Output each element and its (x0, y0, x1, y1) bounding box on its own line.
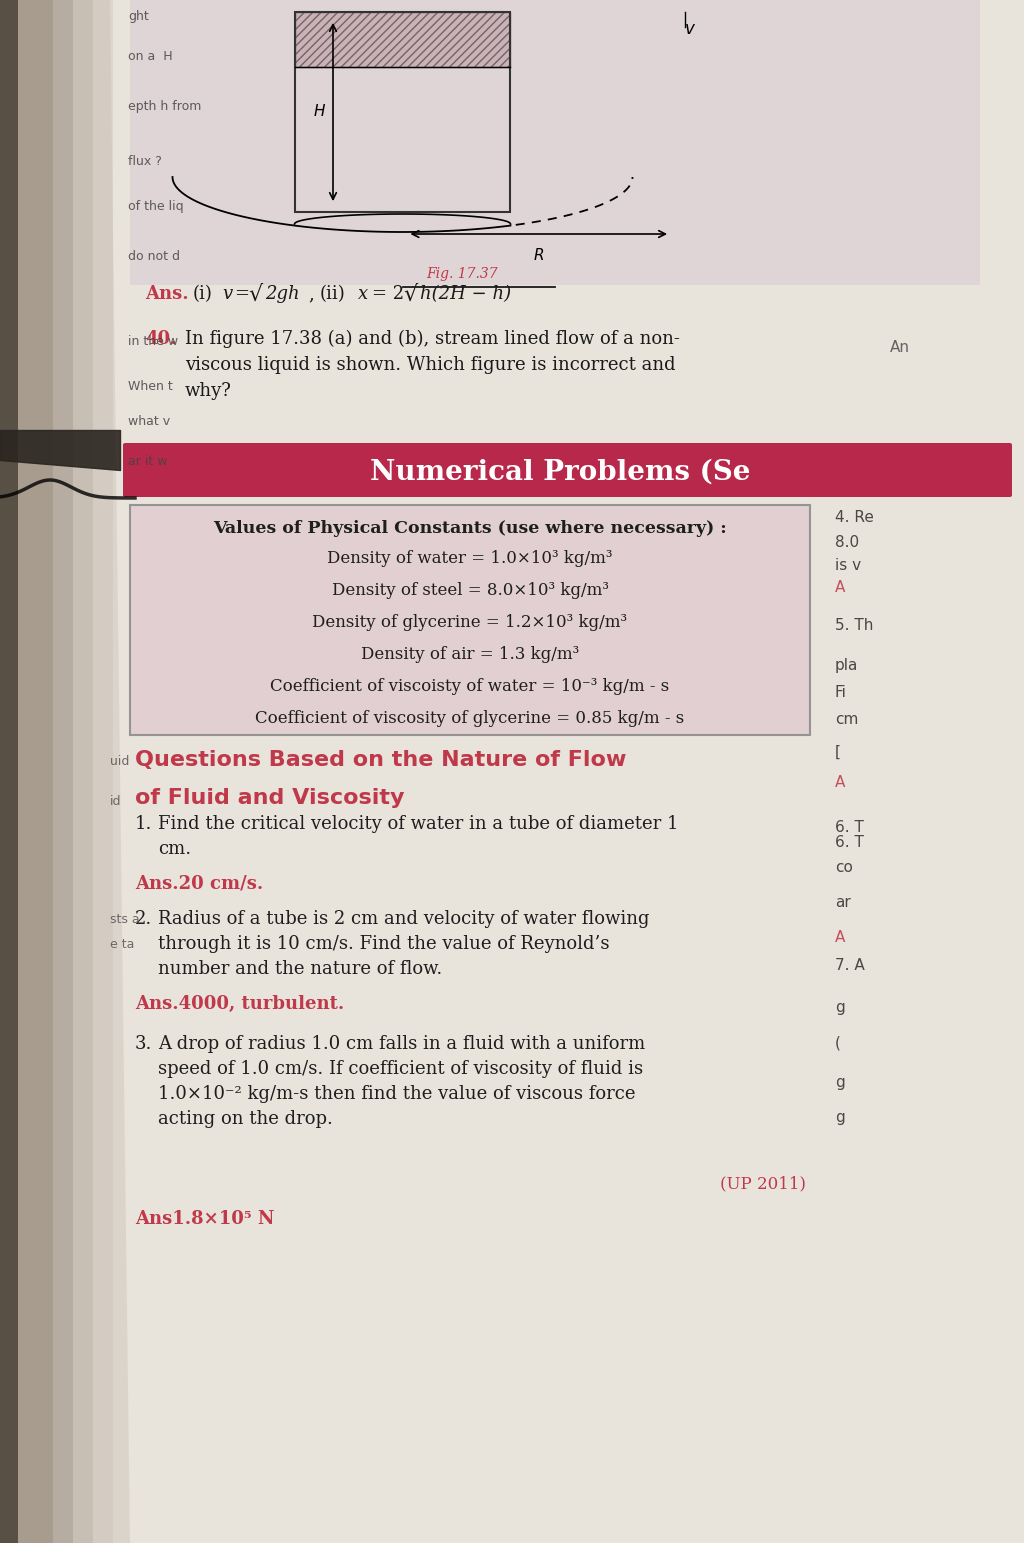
Text: of the liq: of the liq (128, 201, 183, 213)
Text: A: A (835, 775, 846, 790)
Text: When t: When t (128, 380, 173, 393)
Text: Density of glycerine = 1.2×10³ kg/m³: Density of glycerine = 1.2×10³ kg/m³ (312, 614, 628, 631)
Text: 2gh: 2gh (265, 285, 300, 302)
Text: H: H (313, 105, 325, 119)
Bar (130, 0, 980, 285)
Text: g: g (835, 1109, 845, 1125)
Text: An: An (890, 339, 910, 355)
Text: (i): (i) (193, 285, 213, 302)
Text: Questions Based on the Nature of Flow: Questions Based on the Nature of Flow (135, 750, 627, 770)
Text: 2.: 2. (135, 910, 153, 927)
FancyBboxPatch shape (123, 443, 1012, 497)
Text: 1.: 1. (135, 815, 153, 833)
Text: Values of Physical Constants (use where necessary) :: Values of Physical Constants (use where … (213, 520, 727, 537)
Text: uid: uid (110, 755, 129, 768)
Text: sts a: sts a (110, 913, 139, 926)
Text: Ans.: Ans. (145, 285, 188, 302)
Text: of Fluid and Viscosity: of Fluid and Viscosity (135, 788, 404, 809)
Bar (295, 12, 510, 211)
Text: 5. Th: 5. Th (835, 619, 873, 633)
Text: x: x (358, 285, 368, 302)
Text: epth h from: epth h from (128, 100, 202, 113)
Text: (: ( (835, 1035, 841, 1049)
Text: Ans.20 cm/s.: Ans.20 cm/s. (135, 875, 263, 893)
Text: 4. Re: 4. Re (835, 511, 873, 525)
Text: do not d: do not d (128, 250, 180, 262)
Text: ,: , (308, 285, 313, 302)
Text: A drop of radius 1.0 cm falls in a fluid with a uniform
speed of 1.0 cm/s. If co: A drop of radius 1.0 cm falls in a fluid… (158, 1035, 645, 1128)
Text: 6. T: 6. T (835, 835, 864, 850)
Text: h(2H − h): h(2H − h) (420, 285, 511, 302)
Bar (18, 0, 113, 1543)
Text: 7. A: 7. A (835, 958, 864, 974)
Text: Coefficient of viscoisty of water = 10⁻³ kg/m - s: Coefficient of viscoisty of water = 10⁻³… (270, 677, 670, 694)
Bar (130, 444, 1010, 495)
Text: [: [ (835, 745, 841, 761)
Text: A: A (835, 930, 846, 944)
Text: Density of air = 1.3 kg/m³: Density of air = 1.3 kg/m³ (360, 647, 580, 663)
Text: ght: ght (128, 9, 148, 23)
Text: v: v (222, 285, 232, 302)
Text: Radius of a tube is 2 cm and velocity of water flowing
through it is 10 cm/s. Fi: Radius of a tube is 2 cm and velocity of… (158, 910, 649, 978)
Text: in the w: in the w (128, 335, 178, 349)
Text: Ans1.8×10⁵ N: Ans1.8×10⁵ N (135, 1210, 274, 1228)
Bar (18, 0, 73, 1543)
Text: In figure 17.38 (a) and (b), stream lined flow of a non-
viscous liquid is shown: In figure 17.38 (a) and (b), stream line… (185, 330, 680, 400)
Text: (ii): (ii) (319, 285, 346, 302)
Text: flux ?: flux ? (128, 154, 162, 168)
Text: g: g (835, 1000, 845, 1015)
Text: =: = (234, 285, 249, 302)
Text: ar it w: ar it w (128, 455, 168, 468)
Polygon shape (18, 0, 130, 1543)
Text: id: id (110, 795, 122, 809)
Text: R: R (534, 248, 544, 262)
Text: cm: cm (835, 711, 858, 727)
Text: (UP 2011): (UP 2011) (720, 1176, 806, 1193)
Text: Find the critical velocity of water in a tube of diameter 1
cm.: Find the critical velocity of water in a… (158, 815, 679, 858)
Text: on a  H: on a H (128, 49, 173, 63)
Text: = 2: = 2 (372, 285, 404, 302)
Text: co: co (835, 859, 853, 875)
Text: Fig. 17.37: Fig. 17.37 (427, 267, 499, 281)
Bar (295, 12, 510, 66)
Text: 8.0: 8.0 (835, 535, 859, 549)
Text: v: v (685, 20, 695, 39)
Text: Ans.4000, turbulent.: Ans.4000, turbulent. (135, 995, 344, 1014)
Text: e ta: e ta (110, 938, 134, 950)
Text: Fi: Fi (835, 685, 847, 701)
Text: pla: pla (835, 657, 858, 673)
Bar (0, 0, 18, 1543)
Bar (18, 0, 53, 1543)
Text: 6. T: 6. T (835, 819, 864, 835)
Text: is v: is v (835, 559, 861, 572)
Text: 3.: 3. (135, 1035, 153, 1052)
Text: Density of water = 1.0×10³ kg/m³: Density of water = 1.0×10³ kg/m³ (328, 549, 612, 566)
Text: ar: ar (835, 895, 851, 910)
Bar (18, 0, 93, 1543)
Text: A: A (835, 580, 846, 596)
Bar (130, 505, 810, 734)
Text: Numerical Problems (Se: Numerical Problems (Se (370, 458, 751, 486)
Text: g: g (835, 1075, 845, 1089)
Text: what v: what v (128, 415, 170, 427)
Text: √: √ (248, 285, 262, 306)
Text: 40.: 40. (145, 330, 176, 349)
Text: Density of steel = 8.0×10³ kg/m³: Density of steel = 8.0×10³ kg/m³ (332, 582, 608, 599)
Text: √: √ (403, 285, 417, 306)
Text: Coefficient of viscosity of glycerine = 0.85 kg/m - s: Coefficient of viscosity of glycerine = … (255, 710, 685, 727)
